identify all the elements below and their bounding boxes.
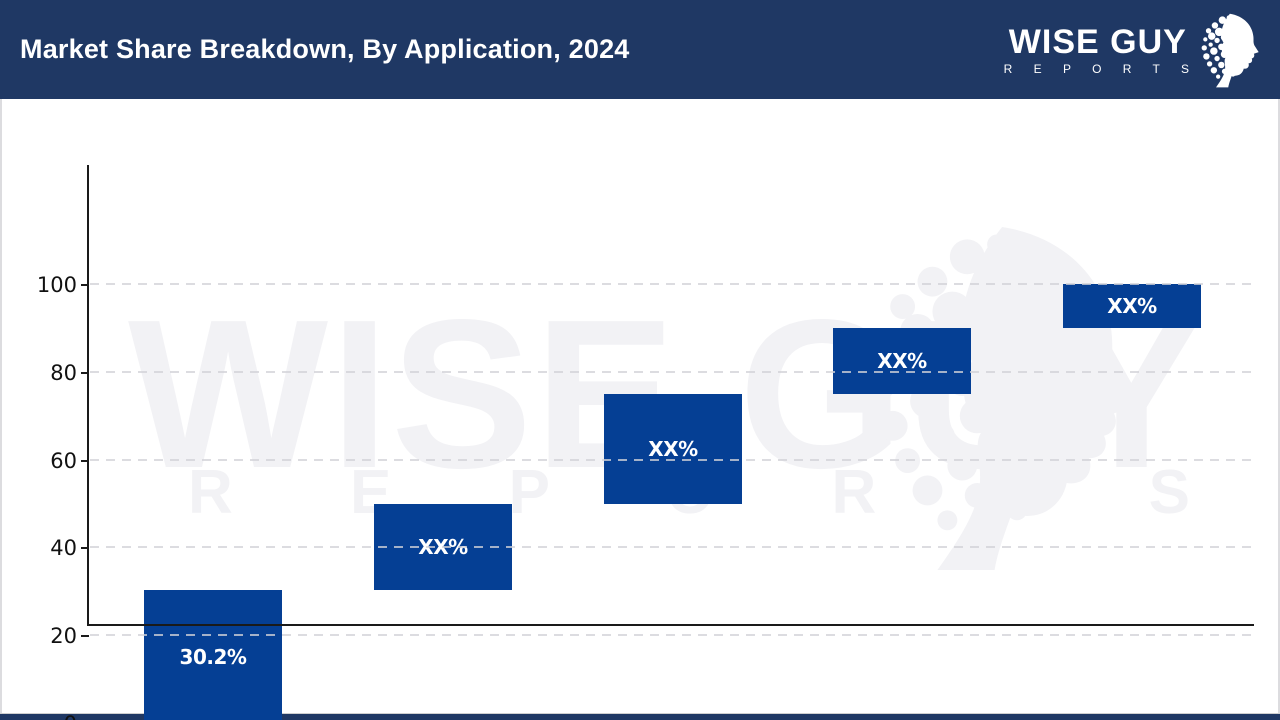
y-tick-label: 60 xyxy=(50,448,77,473)
y-tick-mark xyxy=(81,371,89,374)
bar-segment: XX% xyxy=(833,327,971,394)
brand-name: WISE GUY xyxy=(1008,22,1187,61)
bar-segment: 30.2% xyxy=(144,590,282,720)
bar-value-label: XX% xyxy=(648,436,698,461)
y-tick-label: 0 xyxy=(17,712,77,720)
gridline xyxy=(90,634,1256,637)
y-tick-mark xyxy=(81,635,89,638)
chart-canvas: 02040608010030.2%Power WindowsXX%Seat Ad… xyxy=(0,99,1280,720)
y-tick-label: 40 xyxy=(50,536,77,561)
gridline xyxy=(90,370,1256,373)
chart-title: Market Share Breakdown, By Application, … xyxy=(20,34,630,64)
y-tick-label: 20 xyxy=(50,624,77,649)
bar-value-label: 30.2% xyxy=(179,644,247,669)
header-banner: Market Share Breakdown, By Application, … xyxy=(0,0,1280,99)
y-tick-mark xyxy=(81,284,89,286)
brand-head-icon xyxy=(1201,13,1259,87)
bar-value-label: XX% xyxy=(1107,293,1157,318)
footer-strip xyxy=(0,713,1280,720)
gridline xyxy=(90,458,1256,461)
x-axis-line xyxy=(87,624,1254,626)
bar-value-label: XX% xyxy=(877,348,927,373)
y-tick-label: 100 xyxy=(36,273,77,297)
y-tick-mark xyxy=(81,459,89,462)
y-tick-label: 80 xyxy=(50,360,77,385)
y-axis-line xyxy=(87,165,89,624)
brand-logo-text: WISE GUY R E P O R T S xyxy=(998,25,1198,75)
plot-area: 02040608010030.2%Power WindowsXX%Seat Ad… xyxy=(2,99,1278,720)
brand-subtitle: R E P O R T S xyxy=(1003,61,1198,76)
gridline xyxy=(90,546,1256,549)
gridline xyxy=(90,283,1256,285)
bar-segment: XX% xyxy=(1063,284,1201,328)
brand-logo: WISE GUY R E P O R T S xyxy=(998,12,1280,88)
y-tick-mark xyxy=(81,547,89,550)
bar-segment: XX% xyxy=(604,393,742,504)
